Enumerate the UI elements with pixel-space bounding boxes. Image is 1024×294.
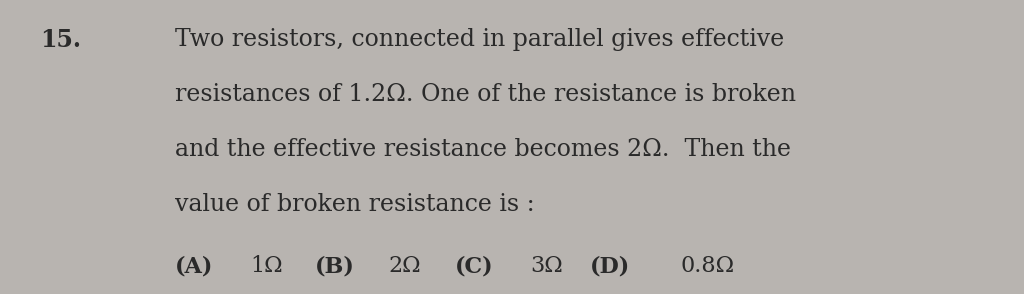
Text: (C): (C) [455, 255, 494, 277]
Text: resistances of 1.2Ω. One of the resistance is broken: resistances of 1.2Ω. One of the resistan… [175, 83, 796, 106]
Text: 2Ω: 2Ω [388, 255, 421, 277]
Text: and the effective resistance becomes 2Ω.  Then the: and the effective resistance becomes 2Ω.… [175, 138, 791, 161]
Text: (B): (B) [315, 255, 355, 277]
Text: value of broken resistance is :: value of broken resistance is : [175, 193, 535, 216]
Text: 1Ω: 1Ω [250, 255, 283, 277]
Text: (A): (A) [175, 255, 213, 277]
Text: Two resistors, connected in parallel gives effective: Two resistors, connected in parallel giv… [175, 28, 784, 51]
Text: 3Ω: 3Ω [530, 255, 563, 277]
Text: 0.8Ω: 0.8Ω [680, 255, 734, 277]
Text: (D): (D) [590, 255, 630, 277]
Text: 15.: 15. [40, 28, 81, 52]
